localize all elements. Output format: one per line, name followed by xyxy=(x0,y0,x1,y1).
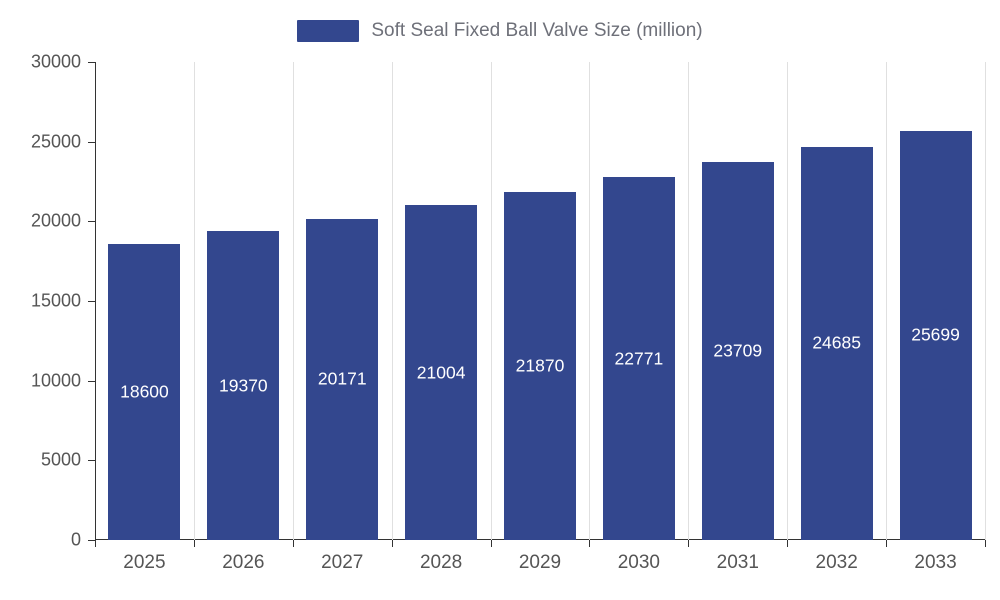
vertical-gridline xyxy=(490,62,492,540)
bar-2027[interactable] xyxy=(306,218,379,540)
bar-value-label: 21004 xyxy=(416,362,466,383)
x-axis-tick xyxy=(985,540,986,547)
x-axis-tick xyxy=(886,540,888,547)
x-axis-label-2031: 2031 xyxy=(716,552,759,573)
y-axis-tick-label: 25000 xyxy=(30,131,81,152)
bar-2025[interactable] xyxy=(108,243,181,540)
x-axis-label-2025: 2025 xyxy=(123,552,166,573)
y-axis-tick-label: 0 xyxy=(70,529,81,550)
x-axis-tick xyxy=(95,540,96,547)
plot-area: 0 5000 10000 15000 20000 25000 30000 18600 2025 1… xyxy=(31,52,986,573)
y-axis-tick xyxy=(88,141,95,143)
y-axis-line xyxy=(95,62,96,540)
y-axis-tick xyxy=(88,62,95,63)
vertical-gridline xyxy=(787,62,789,540)
x-axis-label-2032: 2032 xyxy=(815,552,858,573)
y-axis-tick-label: 30000 xyxy=(30,51,81,72)
y-axis-tick xyxy=(88,460,95,462)
x-axis-tick xyxy=(589,540,591,547)
y-axis-tick xyxy=(88,221,95,223)
y-axis-tick-label: 20000 xyxy=(30,210,81,231)
x-axis-tick xyxy=(688,540,690,547)
bar-value-label: 22771 xyxy=(614,348,664,369)
vertical-gridline xyxy=(193,62,195,540)
bar-value-label: 18600 xyxy=(120,381,169,402)
bar-value-label: 24685 xyxy=(812,332,861,353)
vertical-gridline xyxy=(589,62,591,540)
x-axis-label-2026: 2026 xyxy=(222,552,265,573)
vertical-gridline xyxy=(391,62,393,540)
legend-swatch[interactable] xyxy=(297,20,360,42)
x-axis-label-2027: 2027 xyxy=(321,552,364,573)
bar-2032[interactable] xyxy=(800,146,873,540)
bar-2031[interactable] xyxy=(701,162,774,540)
bar-2026[interactable] xyxy=(207,231,280,540)
vertical-gridline xyxy=(292,62,294,540)
y-axis-tick xyxy=(88,301,95,302)
bar-value-label: 20171 xyxy=(317,368,367,389)
bar-value-label: 25699 xyxy=(911,324,960,345)
x-axis-tick xyxy=(193,540,195,547)
x-axis-tick xyxy=(787,540,789,547)
x-axis-tick xyxy=(391,540,393,547)
y-axis-tick xyxy=(88,380,95,382)
bar-2028[interactable] xyxy=(405,205,478,540)
bar-value-label: 21870 xyxy=(515,355,565,376)
vertical-gridline xyxy=(688,62,690,540)
x-axis-label-2029: 2029 xyxy=(518,552,562,573)
bar-value-label: 23709 xyxy=(713,340,763,361)
bar-value-label: 19370 xyxy=(218,375,268,396)
vertical-gridline xyxy=(985,62,986,540)
y-axis-tick-label: 5000 xyxy=(40,449,81,470)
chart-title: Soft Seal Fixed Ball Valve Size (million… xyxy=(371,20,703,41)
x-axis-label-2033: 2033 xyxy=(914,552,957,573)
y-axis-tick-label: 10000 xyxy=(30,370,81,391)
x-axis-label-2028: 2028 xyxy=(419,552,463,573)
x-axis-label-2030: 2030 xyxy=(617,552,661,573)
bar-2030[interactable] xyxy=(602,177,675,540)
chart-legend: Soft Seal Fixed Ball Valve Size (million… xyxy=(0,20,1000,42)
x-axis-tick xyxy=(490,540,492,547)
bar-2029[interactable] xyxy=(504,191,576,540)
bar-2033[interactable] xyxy=(899,130,972,540)
y-axis-tick xyxy=(88,540,95,541)
y-axis-tick-label: 15000 xyxy=(30,290,81,311)
x-axis-tick xyxy=(292,540,294,547)
vertical-gridline xyxy=(886,62,888,540)
